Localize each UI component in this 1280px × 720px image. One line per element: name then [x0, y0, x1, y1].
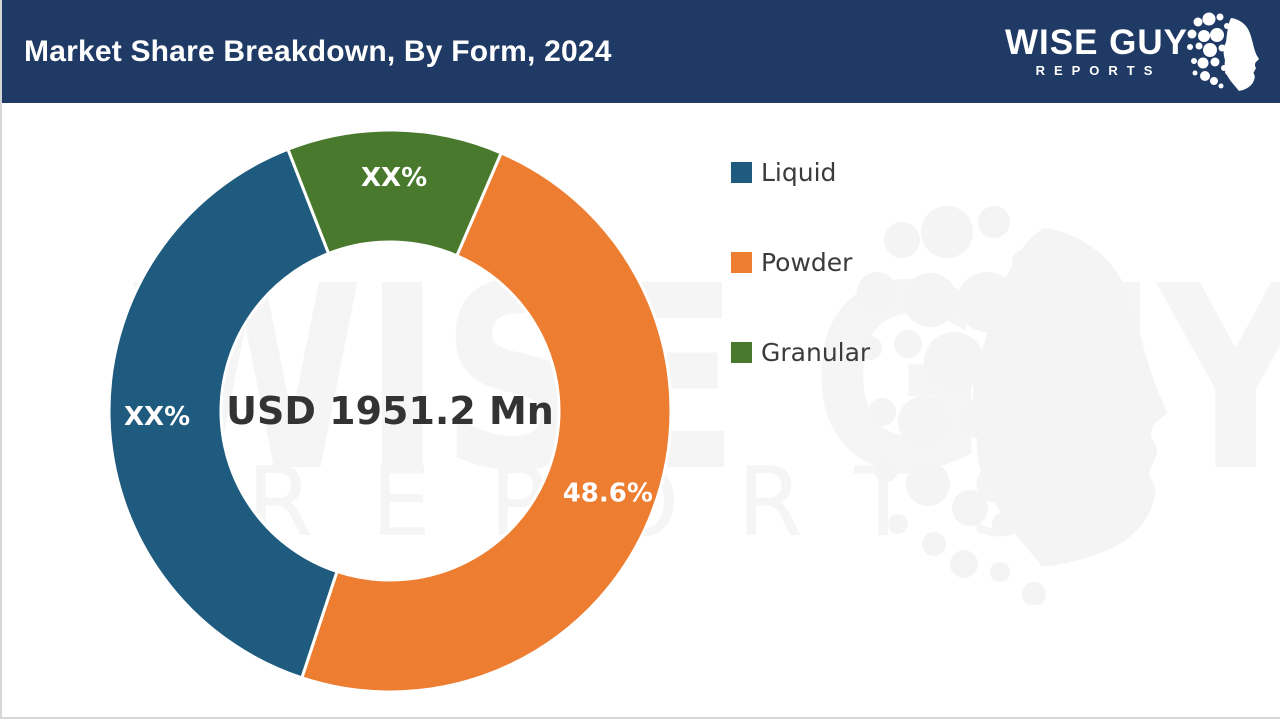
- legend-swatch-powder: [731, 251, 752, 273]
- slice-label-powder: 48.6%: [563, 479, 653, 509]
- watermark-face-icon: [857, 206, 1167, 605]
- donut-center-value: USD 1951.2 Mn: [226, 389, 554, 433]
- legend-swatch-liquid: [731, 161, 752, 183]
- legend-label-powder: Powder: [761, 247, 853, 277]
- slice-label-liquid: XX%: [124, 402, 190, 432]
- logo-wordmark: WISE GUY REPORTS: [1004, 22, 1188, 79]
- logo-wordmark-line2: REPORTS: [1035, 63, 1162, 79]
- chart-area: WISE GUY REPORTS XX% 48.6% XX% USD 1951.2 M…: [2, 103, 1280, 717]
- header-bar: Market Share Breakdown, By Form, 2024 WI…: [2, 0, 1280, 103]
- logo-head-icon: [1187, 12, 1259, 91]
- legend-label-granular: Granular: [761, 337, 871, 367]
- donut-chart: XX% 48.6% XX% USD 1951.2 Mn: [107, 128, 673, 694]
- legend-item-granular: Granular: [731, 307, 870, 397]
- donut-slice-powder: [300, 151, 673, 694]
- legend-item-liquid: Liquid: [731, 127, 870, 217]
- slice-label-granular: XX%: [361, 163, 427, 193]
- legend-swatch-granular: [731, 341, 752, 363]
- legend-label-liquid: Liquid: [761, 157, 837, 187]
- legend-item-powder: Powder: [731, 217, 870, 307]
- logo-wordmark-line1: WISE GUY: [1004, 22, 1188, 62]
- donut-slice-liquid: [107, 147, 339, 680]
- legend: Liquid Powder Granular: [731, 127, 870, 397]
- brand-logo: WISE GUY REPORTS: [1005, 9, 1264, 95]
- page-title: Market Share Breakdown, By Form, 2024: [24, 34, 612, 68]
